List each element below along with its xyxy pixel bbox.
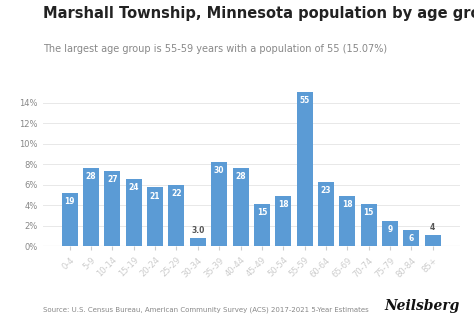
Bar	[425, 235, 441, 246]
Text: 30: 30	[214, 166, 224, 175]
Bar	[318, 182, 334, 246]
Bar	[275, 196, 292, 246]
Bar	[126, 179, 142, 246]
Text: 9: 9	[387, 225, 392, 234]
Bar	[382, 221, 398, 246]
Text: 55: 55	[300, 96, 310, 105]
Bar	[104, 171, 120, 246]
Text: 23: 23	[321, 186, 331, 195]
Text: 18: 18	[342, 200, 353, 209]
Bar	[339, 196, 356, 246]
Bar	[233, 168, 248, 246]
Text: 19: 19	[64, 197, 75, 206]
Text: Neilsberg: Neilsberg	[384, 299, 460, 313]
Bar	[254, 204, 270, 246]
Text: 28: 28	[86, 172, 96, 181]
Text: 18: 18	[278, 200, 289, 209]
Bar	[403, 230, 419, 246]
Text: 22: 22	[171, 189, 182, 198]
Text: 4: 4	[430, 223, 436, 232]
Text: 3.0: 3.0	[191, 226, 204, 235]
Bar	[297, 92, 313, 246]
Text: The largest age group is 55-59 years with a population of 55 (15.07%): The largest age group is 55-59 years wit…	[43, 44, 387, 54]
Text: 24: 24	[128, 183, 139, 192]
Bar	[211, 162, 227, 246]
Bar	[168, 185, 184, 246]
Bar	[62, 193, 78, 246]
Text: Source: U.S. Census Bureau, American Community Survey (ACS) 2017-2021 5-Year Est: Source: U.S. Census Bureau, American Com…	[43, 306, 368, 313]
Bar	[147, 187, 163, 246]
Text: 28: 28	[235, 172, 246, 181]
Text: 15: 15	[257, 208, 267, 217]
Bar	[361, 204, 377, 246]
Text: 21: 21	[150, 191, 160, 200]
Text: Marshall Township, Minnesota population by age group: Marshall Township, Minnesota population …	[43, 6, 474, 21]
Text: 27: 27	[107, 175, 118, 184]
Bar	[83, 168, 99, 246]
Bar	[190, 238, 206, 246]
Text: 6: 6	[409, 234, 414, 243]
Text: 15: 15	[364, 208, 374, 217]
